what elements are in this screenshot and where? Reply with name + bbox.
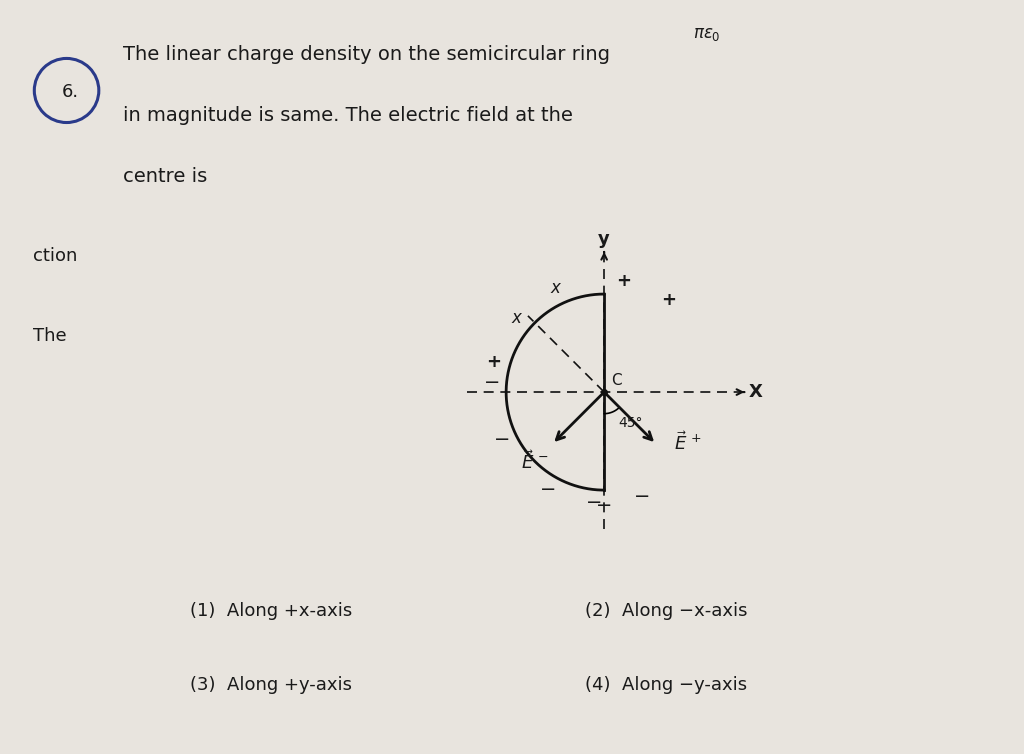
Text: −: − bbox=[540, 480, 556, 499]
Text: +: + bbox=[662, 291, 676, 308]
Text: +: + bbox=[485, 354, 501, 372]
Text: ction: ction bbox=[33, 247, 78, 265]
Text: The linear charge density on the semicircular ring: The linear charge density on the semicir… bbox=[123, 45, 610, 64]
Text: $\vec{E}^{\,-}$: $\vec{E}^{\,-}$ bbox=[521, 450, 548, 473]
Text: x: x bbox=[511, 309, 521, 327]
Text: +: + bbox=[616, 272, 631, 290]
Text: in magnitude is same. The electric field at the: in magnitude is same. The electric field… bbox=[123, 106, 572, 125]
Text: −: − bbox=[483, 372, 500, 392]
Text: 45°: 45° bbox=[618, 416, 643, 431]
Text: The: The bbox=[33, 327, 67, 345]
Text: x: x bbox=[551, 279, 560, 297]
Text: y: y bbox=[598, 230, 610, 248]
Text: (3)  Along +y-axis: (3) Along +y-axis bbox=[190, 676, 352, 694]
Text: centre is: centre is bbox=[123, 167, 207, 186]
Text: C: C bbox=[611, 372, 623, 388]
Text: (2)  Along −x-axis: (2) Along −x-axis bbox=[585, 602, 748, 620]
Text: −: − bbox=[494, 431, 510, 449]
Text: −: − bbox=[596, 496, 612, 515]
Text: −: − bbox=[634, 486, 650, 506]
Text: $\vec{E}^{\,+}$: $\vec{E}^{\,+}$ bbox=[674, 431, 701, 453]
Text: (4)  Along −y-axis: (4) Along −y-axis bbox=[585, 676, 746, 694]
Text: X: X bbox=[750, 383, 763, 401]
Text: (1)  Along +x-axis: (1) Along +x-axis bbox=[190, 602, 352, 620]
Text: −: − bbox=[587, 493, 603, 512]
Text: 6.: 6. bbox=[61, 83, 79, 101]
Text: $\pi\varepsilon_0$: $\pi\varepsilon_0$ bbox=[693, 25, 720, 43]
